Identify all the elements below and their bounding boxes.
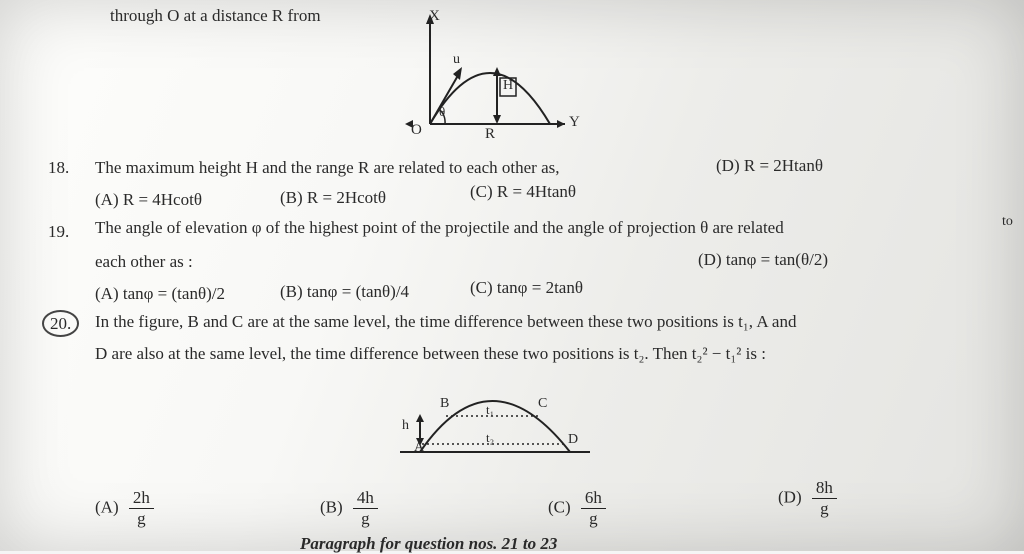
figure-projectile-hr: X Y O R H u θ [405, 12, 585, 142]
q18-option-d: (D) R = 2Htanθ [716, 156, 823, 176]
q20-a-num: 2h [129, 488, 154, 509]
q20-number-circle: 20. [42, 310, 79, 337]
fig1-label-theta: θ [439, 104, 445, 120]
q18-option-a: (A) R = 4Hcotθ [95, 190, 202, 210]
paragraph-heading: Paragraph for question nos. 21 to 23 [300, 534, 557, 554]
q20-a-label: (A) [95, 497, 119, 516]
q19-option-a: (A) tanφ = (tanθ)/2 [95, 284, 225, 304]
fig2-label-h: h [402, 418, 409, 434]
fig1-label-h: H [503, 78, 513, 94]
q19-text-line2: each other as : [95, 252, 193, 272]
fig1-label-x: X [429, 8, 440, 25]
q19-option-d: (D) tanφ = tan(θ/2) [698, 250, 828, 270]
fig2-label-t1: t₁ [486, 402, 494, 418]
q20-b-label: (B) [320, 497, 343, 516]
q20-b-num: 4h [353, 488, 378, 509]
q19-number: 19. [48, 222, 69, 242]
fig1-label-y: Y [569, 114, 580, 131]
fig2-label-a: A [414, 440, 424, 456]
fig1-label-r: R [485, 126, 495, 143]
q19-option-c: (C) tanφ = 2tanθ [470, 278, 583, 298]
q20-d-den: g [812, 499, 837, 519]
header-fragment: through O at a distance R from [110, 6, 321, 26]
fig1-label-u: u [453, 52, 460, 68]
q20-option-d: (D) 8h g [778, 478, 837, 519]
q19-option-b: (B) tanφ = (tanθ)/4 [280, 282, 409, 302]
q20-c-den: g [581, 509, 606, 529]
q20-d-num: 8h [812, 478, 837, 499]
q20-a-den: g [129, 509, 154, 529]
q20-c-label: (C) [548, 497, 571, 516]
q18-option-c: (C) R = 4Htanθ [470, 182, 576, 202]
fig2-label-c: C [538, 396, 547, 412]
q20-number: 20. [42, 314, 79, 334]
figure-projectile-abcd: A B C D h t₁ t₂ [390, 370, 600, 465]
q20-b-den: g [353, 509, 378, 529]
q18-number: 18. [48, 158, 69, 178]
q20-option-b: (B) 4h g [320, 488, 378, 529]
q20-option-a: (A) 2h g [95, 488, 154, 529]
fig2-label-t2: t₂ [486, 430, 494, 446]
q20-c-num: 6h [581, 488, 606, 509]
q20-text-line2: D are also at the same level, the time d… [95, 344, 766, 364]
q18-text: The maximum height H and the range R are… [95, 158, 560, 178]
q20-d-label: (D) [778, 487, 802, 506]
document-page: { "header_fragment": "through O at a dis… [0, 0, 1024, 551]
q19-text-line1: The angle of elevation φ of the highest … [95, 218, 784, 238]
fig2-label-b: B [440, 396, 449, 412]
q20-option-c: (C) 6h g [548, 488, 606, 529]
q18-option-b: (B) R = 2Hcotθ [280, 188, 386, 208]
q20-text-line1: In the figure, B and C are at the same l… [95, 312, 796, 332]
fig2-label-d: D [568, 432, 578, 448]
q19-text-line1b: to [1002, 214, 1013, 230]
fig1-label-o: O [411, 122, 422, 139]
